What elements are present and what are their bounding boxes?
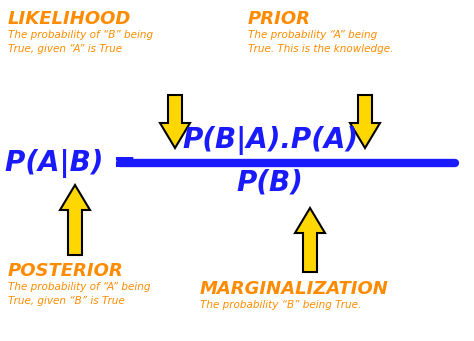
- Polygon shape: [60, 185, 90, 255]
- Text: P(B|A).P(A): P(B|A).P(A): [182, 126, 358, 155]
- Text: The probability of “B” being
True, given “A” is True: The probability of “B” being True, given…: [8, 30, 153, 54]
- Text: PRIOR: PRIOR: [248, 10, 311, 28]
- Polygon shape: [160, 95, 190, 148]
- Text: The probability “A” being
True. This is the knowledge.: The probability “A” being True. This is …: [248, 30, 393, 54]
- Polygon shape: [350, 95, 380, 148]
- Polygon shape: [295, 208, 325, 272]
- Text: LIKELIHOOD: LIKELIHOOD: [8, 10, 131, 28]
- Text: POSTERIOR: POSTERIOR: [8, 262, 124, 280]
- Text: P(B): P(B): [237, 168, 303, 196]
- Text: P(A|B) =: P(A|B) =: [5, 148, 146, 178]
- Text: The probability “B” being True.: The probability “B” being True.: [200, 300, 361, 310]
- Text: MARGINALIZATION: MARGINALIZATION: [200, 280, 389, 298]
- Text: The probability of “A” being
True, given “B” is True: The probability of “A” being True, given…: [8, 282, 151, 306]
